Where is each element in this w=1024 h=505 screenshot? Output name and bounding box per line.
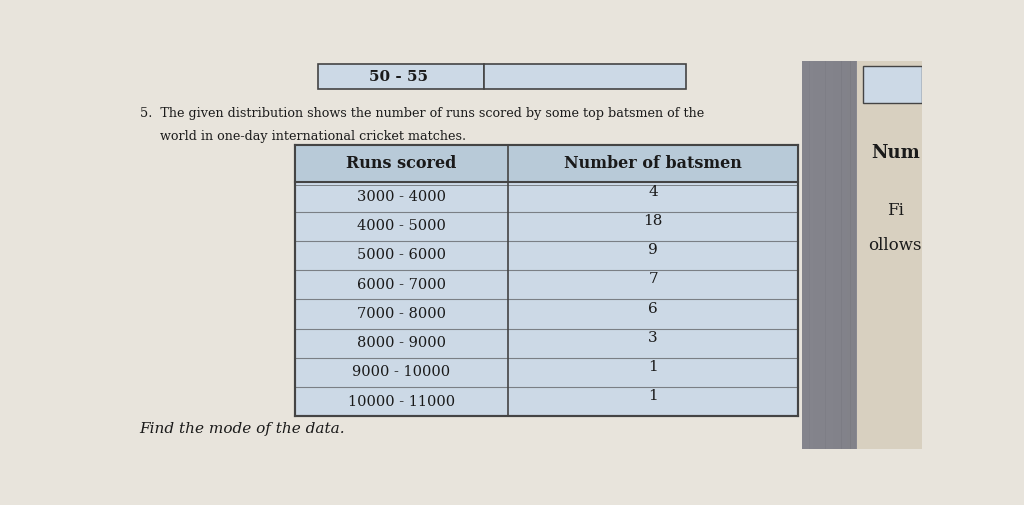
Bar (811, 61, 813, 449)
Bar (838, 61, 840, 449)
Bar (483, 65, 686, 89)
Text: 1: 1 (648, 360, 658, 374)
FancyBboxPatch shape (862, 66, 922, 103)
Text: 1: 1 (648, 389, 658, 403)
Text: 5.  The given distribution shows the number of runs scored by some top batsmen o: 5. The given distribution shows the numb… (139, 107, 703, 120)
Bar (802, 61, 804, 449)
Bar (813, 61, 815, 449)
Bar (829, 61, 830, 449)
Bar (825, 61, 827, 449)
Text: 4000 - 5000: 4000 - 5000 (356, 219, 445, 233)
Bar (830, 61, 833, 449)
Bar (845, 61, 847, 449)
Bar (850, 61, 852, 449)
Bar (837, 61, 838, 449)
Text: 10000 - 11000: 10000 - 11000 (347, 395, 455, 409)
Bar (835, 61, 837, 449)
Text: Number of batsmen: Number of batsmen (564, 155, 742, 172)
Bar (822, 61, 823, 449)
Bar (849, 61, 851, 449)
Text: 3000 - 4000: 3000 - 4000 (356, 190, 445, 204)
Bar (843, 61, 845, 449)
Bar (815, 61, 817, 449)
Bar (820, 61, 822, 449)
Polygon shape (802, 61, 856, 449)
Bar (856, 61, 922, 449)
Text: 6: 6 (648, 301, 658, 316)
Text: 8000 - 9000: 8000 - 9000 (356, 336, 445, 350)
Bar (823, 61, 825, 449)
Bar (818, 61, 820, 449)
Text: 9: 9 (648, 243, 658, 257)
Bar (833, 61, 835, 449)
Text: Fi: Fi (887, 202, 904, 219)
Text: world in one-day international cricket matches.: world in one-day international cricket m… (139, 130, 466, 143)
Bar (842, 61, 844, 449)
Text: 4: 4 (648, 185, 658, 198)
Bar (852, 61, 854, 449)
Bar (854, 61, 856, 449)
Text: 6000 - 7000: 6000 - 7000 (356, 278, 445, 292)
Bar (827, 61, 829, 449)
Bar (806, 61, 808, 449)
Text: Num: Num (870, 144, 920, 162)
Text: 3: 3 (648, 331, 657, 345)
Bar (840, 61, 842, 449)
Text: Find the mode of the data.: Find the mode of the data. (139, 423, 345, 436)
Text: Runs scored: Runs scored (346, 155, 457, 172)
Bar (295, 145, 799, 416)
Bar (809, 61, 811, 449)
Text: 9000 - 10000: 9000 - 10000 (352, 366, 451, 379)
Text: 7: 7 (648, 272, 657, 286)
Bar (295, 145, 799, 182)
Bar (804, 61, 806, 449)
Bar (816, 61, 818, 449)
Text: 7000 - 8000: 7000 - 8000 (356, 307, 445, 321)
Bar (847, 61, 849, 449)
Text: ollows: ollows (868, 237, 922, 254)
Text: 18: 18 (643, 214, 663, 228)
Text: 5000 - 6000: 5000 - 6000 (356, 248, 445, 263)
Text: 50 - 55: 50 - 55 (370, 70, 428, 84)
Bar (808, 61, 810, 449)
Bar (317, 65, 483, 89)
